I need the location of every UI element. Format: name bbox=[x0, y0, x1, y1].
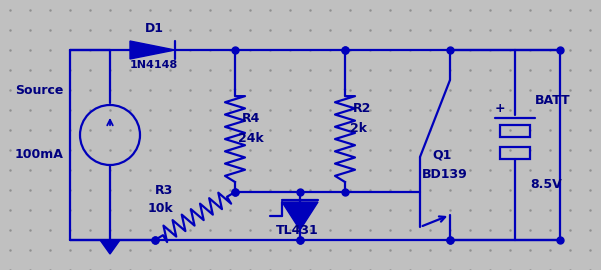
Text: BD139: BD139 bbox=[422, 168, 468, 181]
Text: Q1: Q1 bbox=[432, 148, 451, 161]
Text: TL431: TL431 bbox=[276, 224, 319, 237]
Polygon shape bbox=[282, 202, 318, 230]
Text: Source: Source bbox=[15, 83, 63, 96]
Text: D1: D1 bbox=[145, 22, 164, 35]
Text: 24k: 24k bbox=[238, 131, 264, 144]
Text: BATT: BATT bbox=[535, 93, 570, 106]
Text: 1N4148: 1N4148 bbox=[130, 60, 178, 70]
Bar bbox=[500, 147, 530, 159]
Text: 8.5V: 8.5V bbox=[530, 178, 562, 191]
Polygon shape bbox=[100, 240, 120, 254]
Text: R3: R3 bbox=[155, 184, 173, 197]
Polygon shape bbox=[130, 41, 175, 59]
Text: R2: R2 bbox=[353, 102, 371, 114]
Bar bbox=[500, 125, 530, 137]
Text: +: + bbox=[495, 102, 505, 114]
Text: 2k: 2k bbox=[350, 122, 367, 134]
Text: R4: R4 bbox=[242, 112, 260, 124]
Text: 10k: 10k bbox=[148, 201, 174, 214]
Text: 100mA: 100mA bbox=[15, 148, 64, 161]
